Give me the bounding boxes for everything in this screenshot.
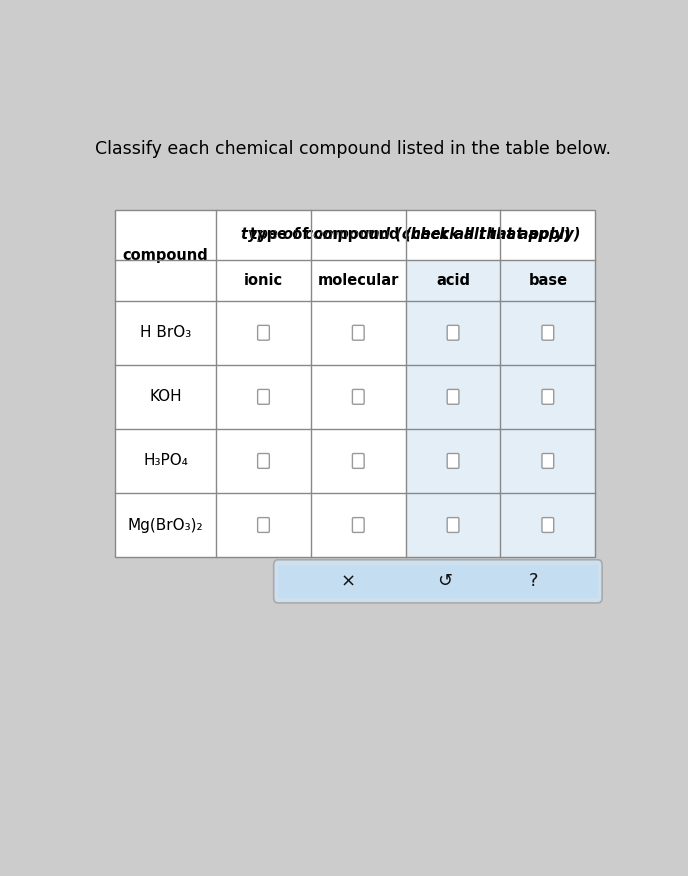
Bar (500, 260, 595, 557)
FancyBboxPatch shape (257, 518, 270, 533)
FancyBboxPatch shape (257, 390, 270, 404)
FancyBboxPatch shape (352, 518, 364, 533)
Text: H₃PO₄: H₃PO₄ (143, 454, 188, 469)
Text: ↺: ↺ (437, 572, 452, 590)
FancyBboxPatch shape (542, 518, 554, 533)
FancyBboxPatch shape (447, 325, 459, 340)
FancyBboxPatch shape (352, 390, 364, 404)
Bar (116, 209, 595, 557)
Text: type of compound: type of compound (250, 228, 405, 243)
FancyBboxPatch shape (542, 325, 554, 340)
FancyBboxPatch shape (542, 390, 554, 404)
FancyBboxPatch shape (352, 325, 364, 340)
FancyBboxPatch shape (257, 454, 270, 469)
FancyBboxPatch shape (542, 454, 554, 469)
Bar (278, 565, 598, 597)
Text: Mg(BrO₃)₂: Mg(BrO₃)₂ (128, 518, 204, 533)
Text: base: base (528, 273, 568, 288)
Text: KOH: KOH (149, 389, 182, 405)
Text: Classify each chemical compound listed in the table below.: Classify each chemical compound listed i… (95, 140, 611, 158)
Text: ionic: ionic (244, 273, 283, 288)
Text: type of compound: type of compound (250, 228, 405, 243)
Text: compound: compound (123, 248, 208, 263)
Text: ×: × (341, 572, 356, 590)
Text: molecular: molecular (318, 273, 399, 288)
Text: H BrO₃: H BrO₃ (140, 325, 191, 340)
Text: acid: acid (436, 273, 470, 288)
FancyBboxPatch shape (447, 518, 459, 533)
FancyBboxPatch shape (352, 454, 364, 469)
Text: (check all that apply): (check all that apply) (405, 228, 581, 243)
FancyBboxPatch shape (447, 454, 459, 469)
Bar (116, 209, 595, 557)
Text: ?: ? (529, 572, 539, 590)
Bar (406, 260, 500, 557)
FancyBboxPatch shape (274, 560, 602, 603)
Text: type of compound (check all that apply): type of compound (check all that apply) (241, 228, 570, 243)
FancyBboxPatch shape (257, 325, 270, 340)
FancyBboxPatch shape (447, 390, 459, 404)
